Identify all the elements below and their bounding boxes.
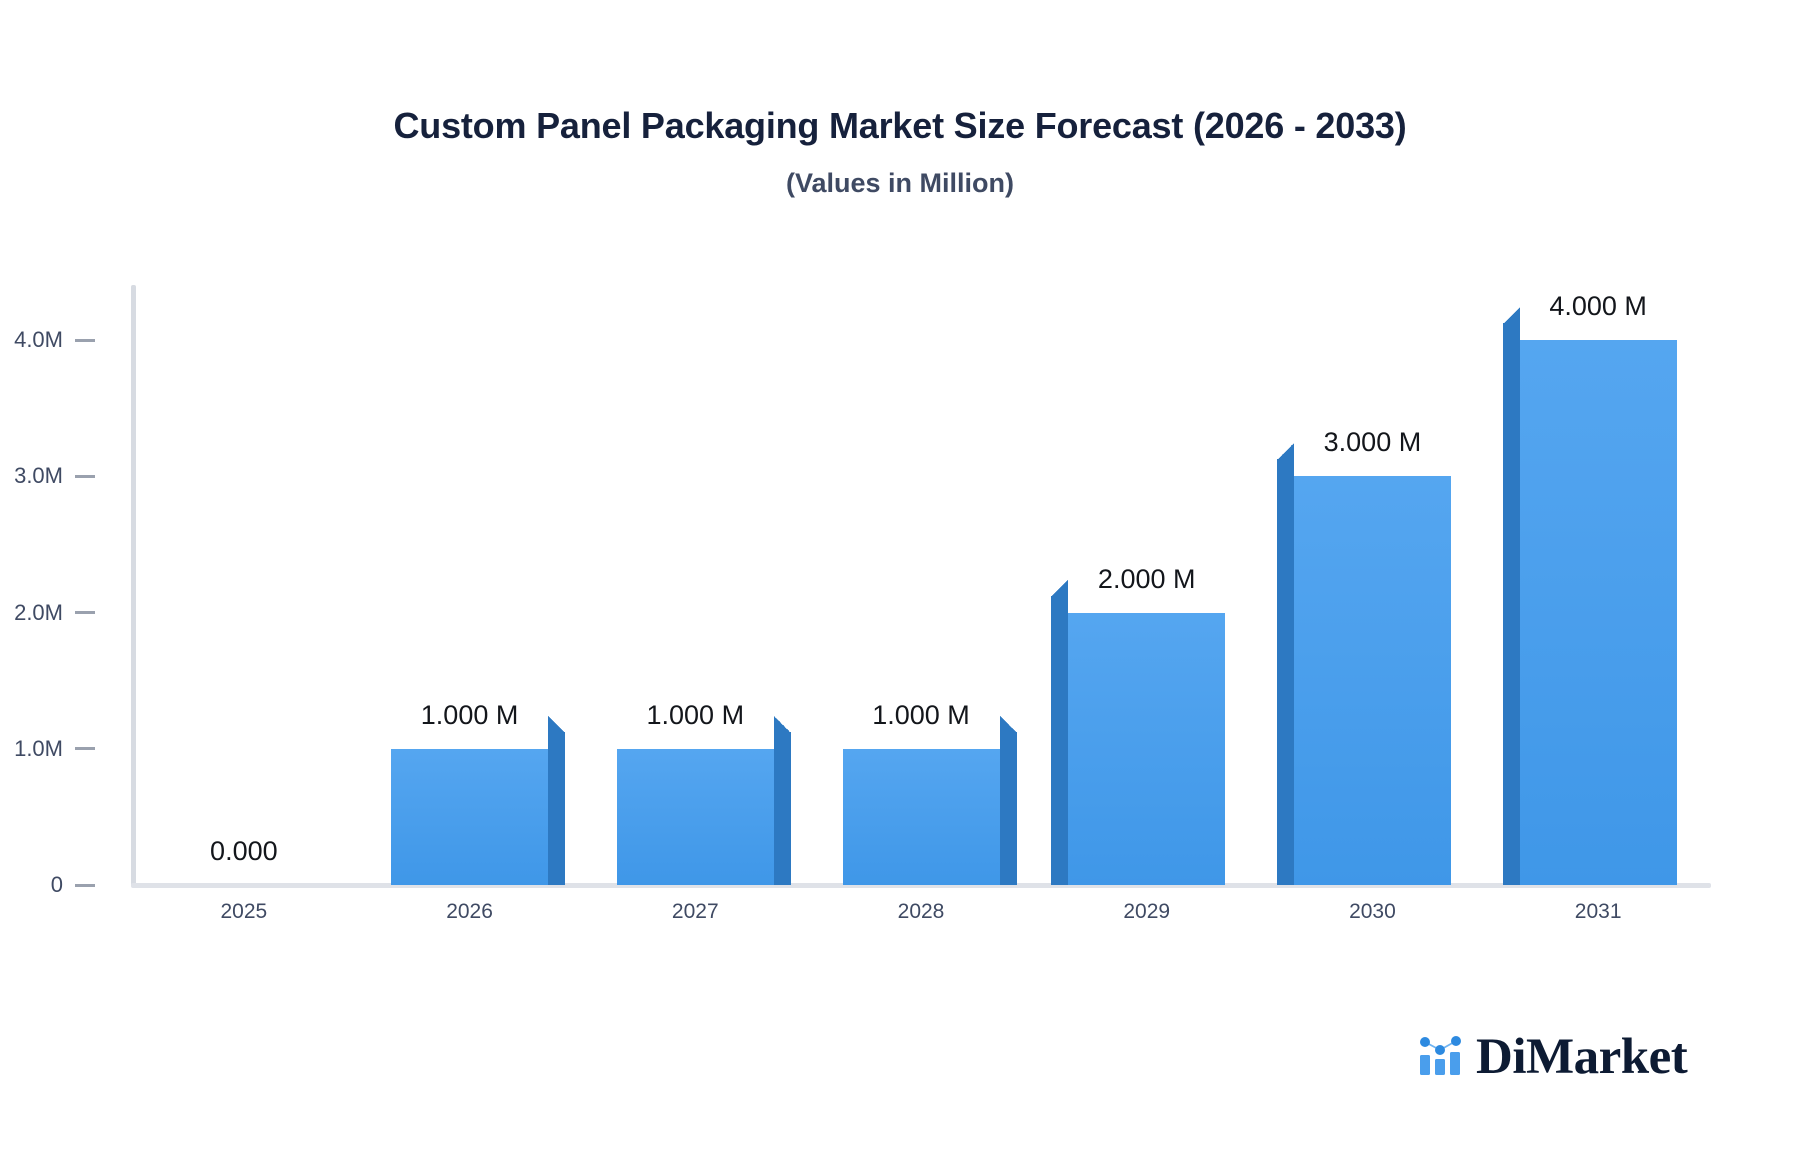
y-tick-label: 3.0M [14,463,63,489]
x-tick-label-2026: 2026 [446,900,493,923]
y-tick-dash [75,883,95,887]
bar-front-face [1519,340,1677,885]
bar-top-face [1276,443,1294,461]
logo-text: DiMarket [1476,1029,1688,1085]
y-tick-3.0M: 3.0M [0,463,95,489]
bar-2025[interactable] [165,285,322,885]
y-tick-label: 1.0M [14,735,63,761]
y-tick-dash [75,611,95,614]
y-tick-dash [75,338,95,342]
bar-front-face [842,748,1000,885]
x-tick-label-2027: 2027 [671,900,719,923]
y-tick-label: 2.0M [14,599,63,625]
chart-subtitle: (Values in Million) [785,168,1015,198]
bar-value-label-2028: 1.000 M [872,699,970,730]
bar-side-face [1051,595,1069,885]
x-tick-label-2028: 2028 [897,900,945,923]
x-tick-label-2029: 2029 [1123,900,1171,923]
bar-side-face [548,731,566,885]
y-tick-0: 0 [0,872,95,898]
bar-2031[interactable] [1502,285,1677,885]
bar-side-face [1502,323,1520,885]
bar-chart-icon [1418,1033,1464,1082]
y-tick-1.0M: 1.0M [0,736,95,762]
bar-2026[interactable] [391,285,566,885]
bar-value-label-2025: 0.000 [210,836,278,866]
bar-front-face [616,748,774,885]
dimarket-logo: DiMarket [1418,1029,1688,1085]
bar-value-label-2026: 1.000 M [420,699,519,730]
bar-side-face [999,731,1017,885]
bar-front-face [1068,612,1226,885]
bar-value-label-2029: 2.000 M [1097,563,1196,594]
bar-top-face [1502,307,1520,324]
bar-value-label-2030: 3.000 M [1323,427,1422,458]
bar-top-face [773,715,791,733]
y-tick-label: 4.0M [14,327,63,352]
bar-2030[interactable] [1276,285,1451,885]
bar-top-face [1051,579,1069,597]
bar-2027[interactable] [616,285,791,885]
y-tick-dash [75,474,95,478]
x-tick-label-2031: 2031 [1574,900,1622,923]
bar-2029[interactable] [1051,285,1226,885]
x-tick-label-2025: 2025 [220,900,268,923]
bar-value-label-2027: 1.000 M [646,699,745,730]
x-axis-line [131,883,1711,888]
y-tick-label: 0 [50,872,63,897]
y-tick-2.0M: 2.0M [0,600,95,626]
bar-2028[interactable] [842,285,1017,885]
bar-value-label-2031: 4.000 M [1549,291,1647,321]
bar-side-face [1276,459,1294,885]
chart-title: Custom Panel Packaging Market Size Forec… [393,105,1407,146]
plot-area [131,285,1711,885]
y-axis-line [131,285,136,887]
bar-side-face [773,731,791,885]
bar-top-face [548,715,566,733]
x-tick-label-2030: 2030 [1349,900,1396,923]
bar-front-face [391,748,549,885]
bar-top-face [999,715,1017,733]
bar-front-face [1293,476,1451,885]
y-tick-4.0M: 4.0M [0,327,95,353]
y-tick-dash [75,747,95,751]
